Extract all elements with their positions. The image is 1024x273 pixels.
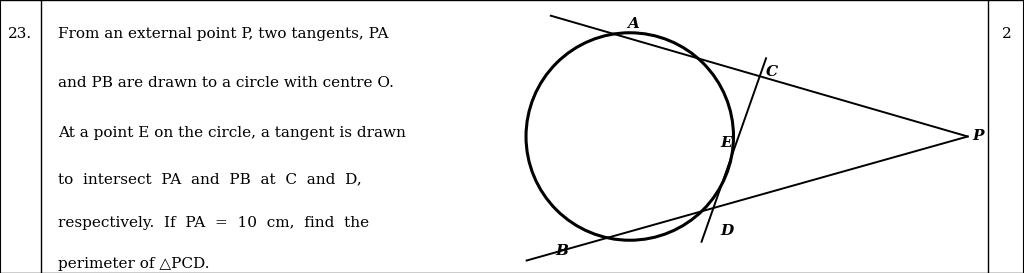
Text: and PB are drawn to a circle with centre O.: and PB are drawn to a circle with centre…	[58, 76, 394, 90]
Text: respectively.  If  PA  =  10  cm,  find  the: respectively. If PA = 10 cm, find the	[58, 216, 370, 230]
Text: 23.: 23.	[8, 27, 33, 41]
Text: perimeter of △PCD.: perimeter of △PCD.	[58, 257, 210, 271]
Text: B: B	[555, 244, 568, 258]
Text: P: P	[973, 129, 984, 144]
Text: At a point E on the circle, a tangent is drawn: At a point E on the circle, a tangent is…	[58, 126, 407, 140]
Text: E: E	[720, 136, 731, 150]
Text: From an external point P, two tangents, PA: From an external point P, two tangents, …	[58, 27, 389, 41]
Text: to  intersect  PA  and  PB  at  C  and  D,: to intersect PA and PB at C and D,	[58, 172, 362, 186]
Text: C: C	[766, 65, 778, 79]
Text: 2: 2	[1001, 27, 1012, 41]
Text: D: D	[720, 224, 733, 238]
Text: A: A	[627, 17, 639, 31]
